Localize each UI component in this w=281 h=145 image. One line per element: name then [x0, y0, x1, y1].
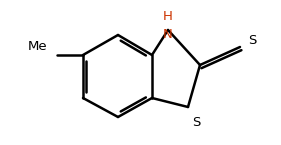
Text: N: N	[163, 28, 173, 41]
Text: H: H	[163, 10, 173, 22]
Text: S: S	[248, 33, 256, 47]
Text: Me: Me	[28, 39, 47, 52]
Text: S: S	[192, 116, 200, 129]
